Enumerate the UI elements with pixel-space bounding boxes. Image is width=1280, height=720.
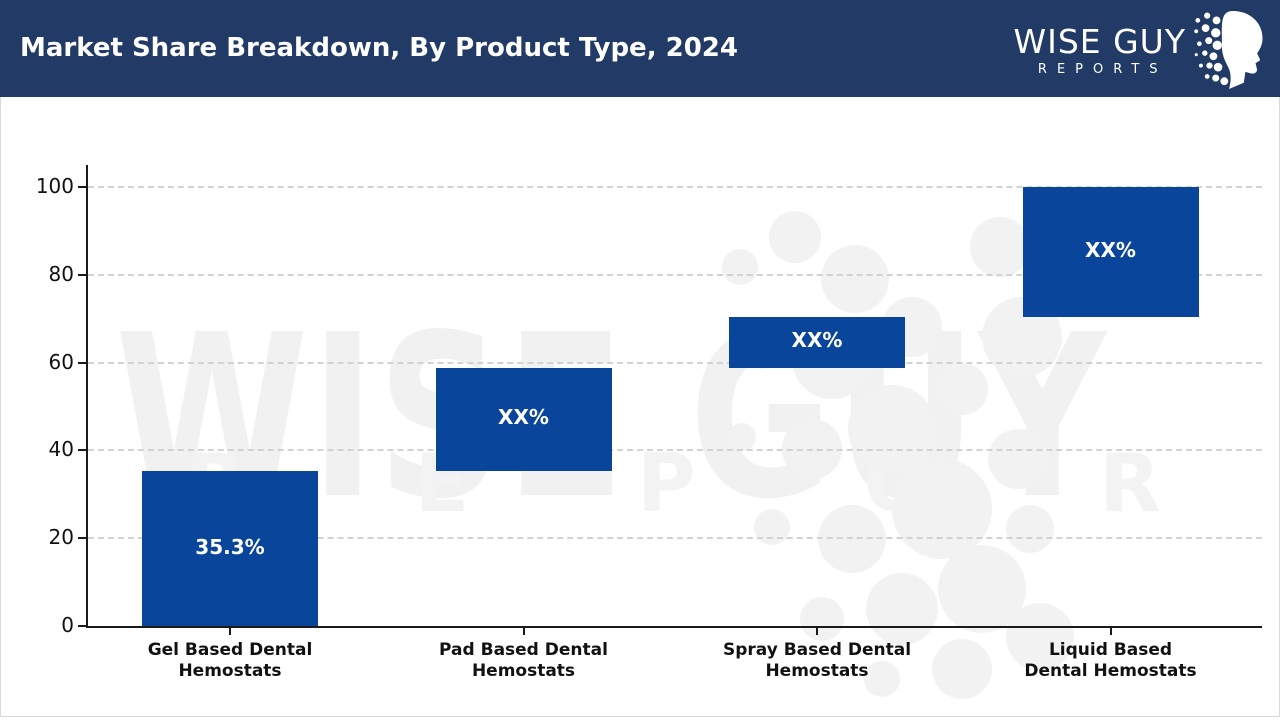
- wise-guy-logo: WISE GUY REPORTS: [1013, 10, 1268, 90]
- y-tick-label: 80: [48, 261, 74, 286]
- x-tick-mark: [229, 628, 231, 635]
- y-tick-mark: [78, 186, 86, 188]
- x-axis: [86, 626, 1262, 628]
- bar-value-label: XX%: [498, 405, 549, 430]
- chart-area: WISE GUY R E P O R T S 02040608010035.3%…: [0, 97, 1280, 720]
- y-tick-mark: [78, 361, 86, 364]
- logo-face-icon: [1194, 11, 1263, 89]
- bar-value-label: 35.3%: [195, 534, 265, 559]
- y-tick-mark: [78, 273, 86, 276]
- bar: 35.3%: [142, 471, 318, 626]
- y-tick-label: 0: [61, 613, 74, 637]
- y-tick-label: 100: [35, 174, 74, 198]
- x-tick-mark: [816, 628, 818, 635]
- y-gridline: [88, 537, 1262, 540]
- y-tick-mark: [78, 537, 86, 540]
- y-gridline: [88, 449, 1262, 452]
- y-tick-mark: [78, 449, 86, 452]
- y-gridline: [88, 186, 1262, 188]
- y-tick-mark: [78, 625, 86, 627]
- bar-value-label: XX%: [1085, 237, 1136, 262]
- chart-title: Market Share Breakdown, By Product Type,…: [20, 33, 738, 63]
- y-axis: [86, 165, 88, 628]
- x-category-label: Spray Based Dental Hemostats: [722, 640, 912, 682]
- watermark-subtitle: R E P O R T S: [185, 437, 1280, 530]
- y-gridline: [88, 361, 1262, 364]
- x-category-label: Pad Based Dental Hemostats: [439, 640, 608, 682]
- header-bar: Market Share Breakdown, By Product Type,…: [0, 0, 1280, 97]
- x-category-label: Gel Based Dental Hemostats: [147, 640, 313, 682]
- bar: XX%: [1022, 187, 1199, 317]
- y-gridline: [88, 273, 1262, 276]
- x-tick-mark: [522, 628, 525, 635]
- bar-value-label: XX%: [791, 328, 843, 353]
- bar: XX%: [435, 367, 612, 472]
- x-category-label: Liquid Based Dental Hemostats: [1024, 640, 1197, 682]
- x-tick-mark: [1109, 628, 1112, 635]
- y-tick-label: 40: [48, 437, 74, 462]
- logo-text: WISE GUY REPORTS: [1013, 21, 1186, 77]
- y-tick-label: 60: [48, 349, 74, 374]
- bar: XX%: [729, 316, 905, 368]
- y-tick-label: 20: [48, 525, 74, 550]
- logo-wordmark: WISE GUY: [1013, 21, 1186, 61]
- logo-subtitle: REPORTS: [1037, 61, 1168, 77]
